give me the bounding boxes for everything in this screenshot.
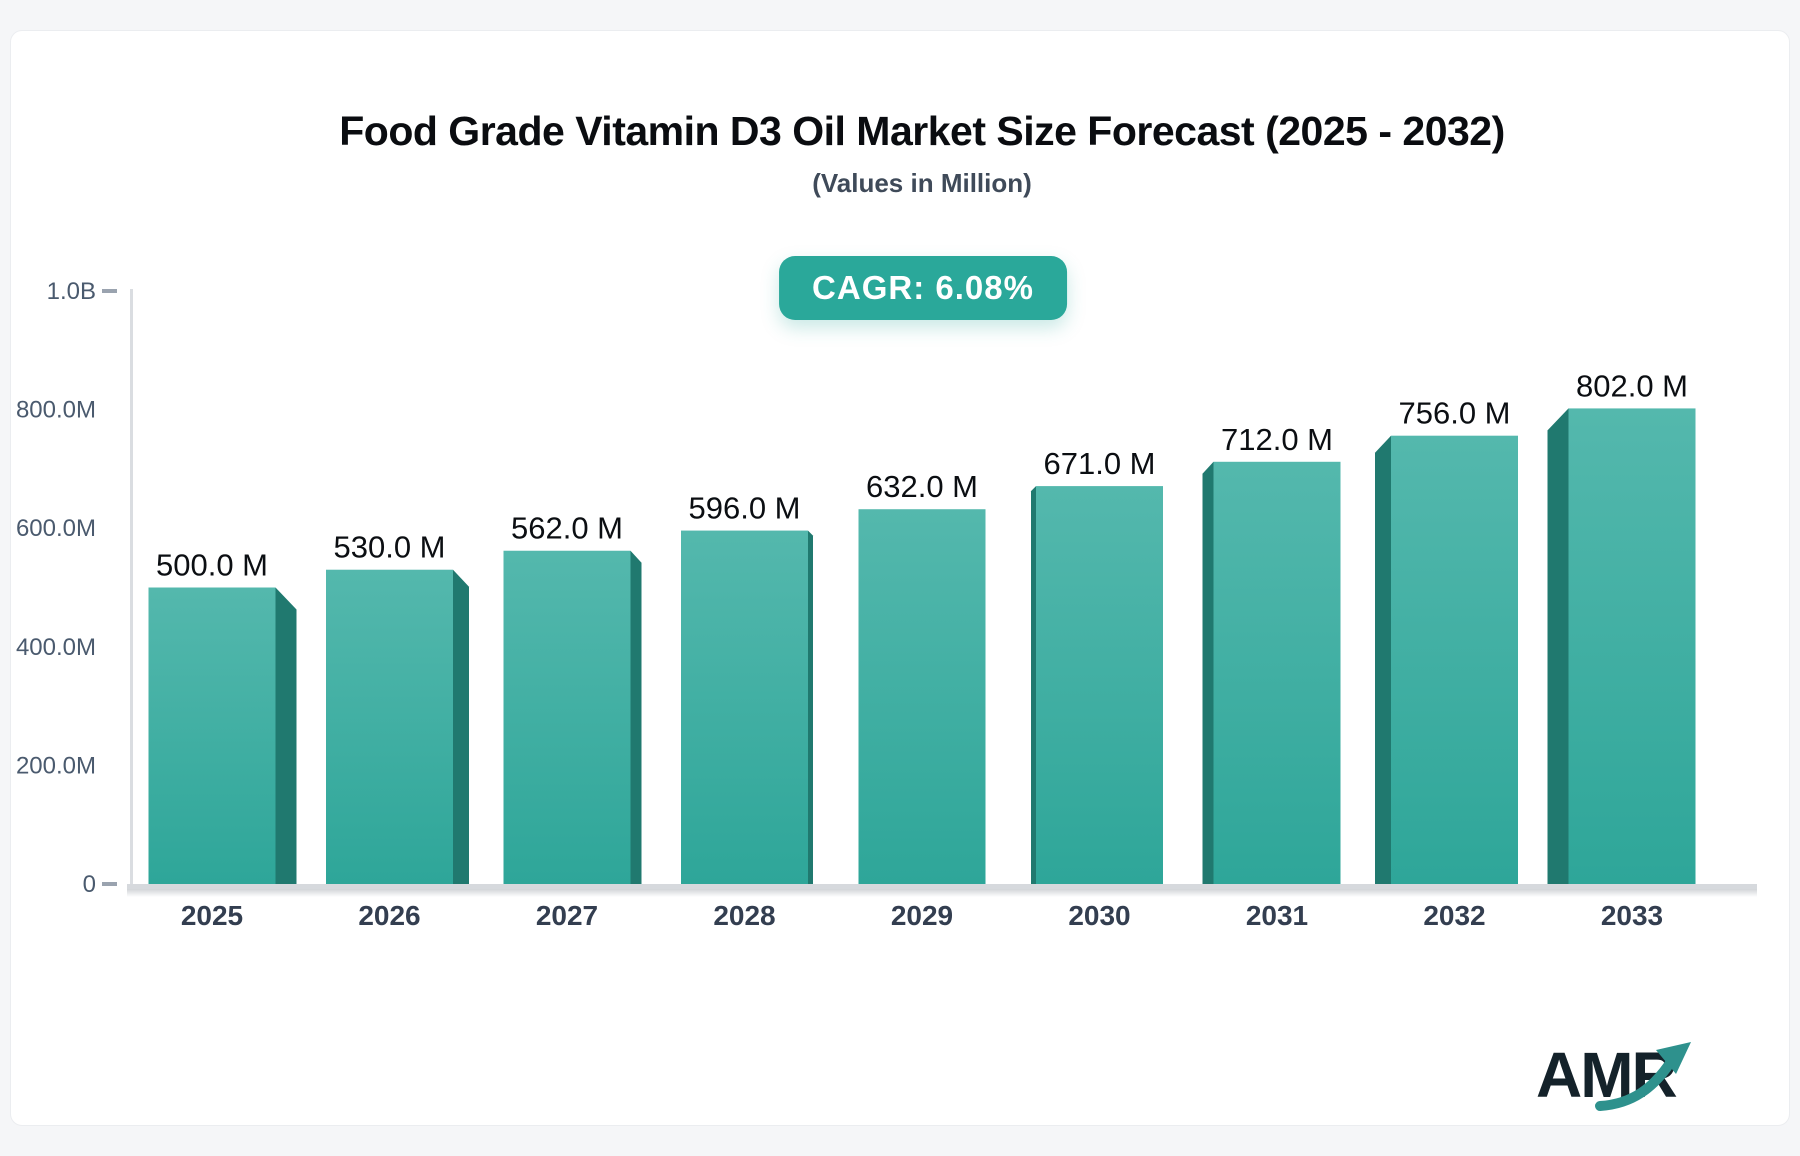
x-axis-tick-label: 2029	[891, 900, 953, 931]
bar-side-face	[1031, 486, 1036, 884]
bar-side-face	[1547, 408, 1569, 884]
bar-value-label: 632.0 M	[866, 469, 978, 504]
x-axis-tick-label: 2030	[1068, 900, 1130, 931]
bar-2027[interactable]	[503, 550, 642, 884]
bar-value-label: 756.0 M	[1398, 396, 1510, 431]
chart-title: Food Grade Vitamin D3 Oil Market Size Fo…	[339, 108, 1505, 154]
bar-front-face	[1213, 461, 1341, 884]
bar-front-face	[858, 509, 986, 884]
bar-2031[interactable]	[1202, 461, 1341, 884]
y-axis-tick-label: 200.0M	[16, 752, 96, 779]
bar-2025[interactable]	[148, 587, 297, 885]
bar-2033[interactable]	[1547, 408, 1696, 884]
bar-2032[interactable]	[1375, 435, 1518, 884]
bar-front-face	[148, 587, 276, 884]
bar-value-label: 500.0 M	[156, 548, 268, 583]
bar-front-face	[1391, 435, 1518, 884]
bar-side-face	[1202, 461, 1214, 884]
x-axis-shadow	[127, 889, 1757, 897]
x-axis-tick-label: 2025	[181, 900, 243, 931]
bar-value-label: 562.0 M	[511, 511, 623, 546]
bar-side-face	[1375, 435, 1391, 884]
bar-value-label: 530.0 M	[333, 530, 445, 565]
x-axis-tick-label: 2027	[536, 900, 598, 931]
y-axis-tick-label: 600.0M	[16, 515, 96, 542]
amr-logo: AMR	[1536, 1038, 1706, 1118]
cagr-badge-label: CAGR: 6.08%	[812, 269, 1034, 306]
cagr-badge: CAGR: 6.08%	[779, 256, 1067, 320]
amr-logo-text: AMR	[1536, 1039, 1678, 1111]
bar-front-face	[326, 569, 453, 884]
bar-front-face	[1036, 486, 1163, 884]
bar-front-face	[1568, 408, 1696, 884]
bar-side-face	[453, 569, 469, 884]
bar-value-label: 671.0 M	[1043, 446, 1155, 481]
x-axis-tick-label: 2033	[1601, 900, 1663, 931]
y-axis-tick-label: 1.0B	[47, 278, 96, 305]
x-axis-tick-label: 2026	[358, 900, 420, 931]
bar-side-face	[808, 530, 813, 884]
chart-subtitle: (Values in Million)	[812, 168, 1032, 198]
trending-up-arrow-icon	[1595, 1042, 1691, 1111]
bar-2026[interactable]	[326, 569, 469, 884]
bar-value-label: 802.0 M	[1576, 368, 1688, 403]
x-axis-tick-label: 2028	[713, 900, 775, 931]
bar-value-label: 712.0 M	[1221, 422, 1333, 457]
y-axis-tick-mark	[102, 289, 117, 293]
bar-side-face	[630, 550, 642, 884]
y-axis-tick-label: 0	[83, 871, 96, 898]
x-axis-line	[127, 884, 1757, 889]
bar-2029[interactable]	[858, 509, 986, 884]
y-axis-tick-label: 400.0M	[16, 634, 96, 661]
bar-front-face	[681, 530, 808, 884]
y-axis-line	[130, 289, 133, 885]
bar-side-face	[275, 587, 297, 884]
bar-front-face	[503, 550, 631, 884]
y-axis-tick-label: 800.0M	[16, 397, 96, 424]
bar-2030[interactable]	[1031, 486, 1163, 884]
y-axis-tick-mark	[102, 882, 117, 886]
bar-2028[interactable]	[681, 530, 813, 884]
bar-value-label: 596.0 M	[688, 491, 800, 526]
x-axis-tick-label: 2032	[1423, 900, 1485, 931]
x-axis-tick-label: 2031	[1246, 900, 1308, 931]
